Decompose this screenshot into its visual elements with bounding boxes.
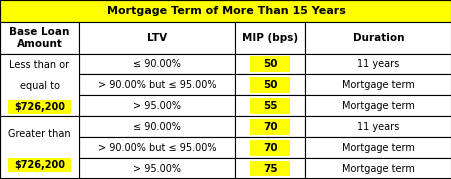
Bar	[304, 137, 451, 158]
Bar	[235, 54, 304, 74]
Text: $726,200: $726,200	[14, 160, 65, 170]
Bar	[79, 158, 235, 179]
Bar	[0, 116, 79, 179]
Text: > 90.00% but ≤ 95.00%: > 90.00% but ≤ 95.00%	[97, 80, 216, 90]
Bar	[250, 140, 289, 156]
Bar	[79, 95, 235, 116]
Bar	[79, 74, 235, 95]
Bar	[250, 161, 289, 176]
Bar	[304, 22, 451, 54]
Text: 11 years: 11 years	[357, 122, 399, 132]
Text: 70: 70	[262, 143, 277, 153]
Bar	[304, 158, 451, 179]
Bar	[304, 116, 451, 137]
Bar	[235, 137, 304, 158]
Bar	[250, 119, 289, 135]
Text: Mortgage term: Mortgage term	[341, 143, 414, 153]
Bar	[0, 54, 79, 116]
Text: Mortgage Term of More Than 15 Years: Mortgage Term of More Than 15 Years	[106, 6, 345, 16]
Bar	[235, 22, 304, 54]
Text: $726,200: $726,200	[14, 102, 65, 112]
Bar	[0, 22, 79, 54]
Bar	[79, 137, 235, 158]
Text: Mortgage term: Mortgage term	[341, 101, 414, 111]
Bar	[235, 95, 304, 116]
Bar	[250, 98, 289, 114]
Text: ≤ 90.00%: ≤ 90.00%	[133, 122, 180, 132]
Bar	[235, 158, 304, 179]
Text: 70: 70	[262, 122, 277, 132]
Text: LTV: LTV	[147, 33, 167, 43]
Text: Less than or: Less than or	[9, 60, 69, 70]
Text: Base Loan
Amount: Base Loan Amount	[9, 27, 69, 49]
Text: 50: 50	[262, 80, 277, 90]
Text: 50: 50	[262, 59, 277, 69]
Text: 75: 75	[262, 164, 277, 174]
Text: Mortgage term: Mortgage term	[341, 80, 414, 90]
Bar	[250, 56, 289, 72]
Text: ≤ 90.00%: ≤ 90.00%	[133, 59, 180, 69]
Bar	[79, 116, 235, 137]
Text: MIP (bps): MIP (bps)	[241, 33, 298, 43]
Text: 55: 55	[262, 101, 277, 111]
Text: Mortgage term: Mortgage term	[341, 164, 414, 174]
Text: Greater than: Greater than	[8, 129, 71, 139]
Text: > 95.00%: > 95.00%	[133, 164, 181, 174]
Text: equal to: equal to	[19, 81, 60, 91]
Bar	[304, 74, 451, 95]
Bar	[79, 22, 235, 54]
Bar	[304, 54, 451, 74]
Text: > 90.00% but ≤ 95.00%: > 90.00% but ≤ 95.00%	[97, 143, 216, 153]
Bar	[250, 77, 289, 93]
Text: > 95.00%: > 95.00%	[133, 101, 181, 111]
Bar	[304, 95, 451, 116]
Text: 11 years: 11 years	[357, 59, 399, 69]
Text: Duration: Duration	[352, 33, 403, 43]
Bar	[235, 74, 304, 95]
Bar	[8, 158, 71, 172]
Bar	[8, 100, 71, 114]
Bar	[0, 0, 451, 22]
Bar	[79, 54, 235, 74]
Bar	[235, 116, 304, 137]
